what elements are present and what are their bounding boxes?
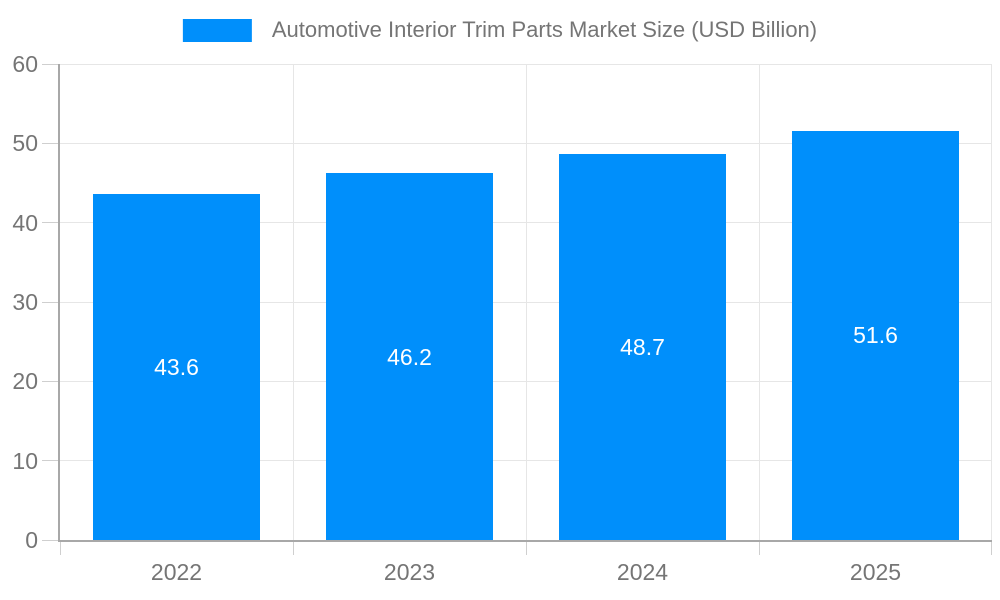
plot-area: 0 10 20 30 40 50 60 43.6 2022 46.2 2023 48.7 2024 51.… [12, 51, 992, 585]
x-axis-line [58, 540, 992, 542]
x-axis-tick [525, 542, 527, 555]
y-axis-line [58, 64, 60, 542]
bar-2022[interactable]: 43.6 [93, 194, 260, 540]
bar-value-label: 43.6 [154, 354, 199, 381]
y-axis-tick-label: 50 [12, 130, 38, 157]
x-axis-tick [59, 542, 61, 555]
x-axis-tick [758, 542, 760, 555]
bar-value-label: 51.6 [853, 322, 898, 349]
bar-value-label: 46.2 [387, 343, 432, 370]
v-gridline [293, 64, 294, 540]
y-axis-tick-label: 0 [25, 527, 38, 553]
v-gridline [991, 64, 992, 540]
x-axis-label: 2025 [849, 559, 902, 585]
x-axis-tick [990, 542, 992, 555]
v-gridline [526, 64, 527, 540]
y-axis-tick-label: 60 [12, 51, 38, 77]
bar-value-label: 48.7 [620, 333, 665, 360]
x-axis-label: 2023 [383, 559, 436, 585]
y-axis-tick [42, 380, 58, 382]
v-gridline [759, 64, 760, 540]
y-axis-tick [42, 222, 58, 224]
bar-2025[interactable]: 51.6 [792, 130, 959, 540]
y-axis-tick-label: 30 [12, 289, 38, 315]
y-axis-tick [42, 539, 58, 541]
bar-2023[interactable]: 46.2 [326, 173, 493, 540]
y-axis-tick-label: 40 [12, 209, 38, 236]
y-axis-tick [42, 301, 58, 303]
y-axis-tick [42, 63, 58, 65]
x-axis-label: 2022 [150, 559, 203, 585]
x-axis-label: 2024 [616, 559, 669, 585]
y-axis-tick [42, 142, 58, 144]
y-axis-tick-label: 10 [12, 447, 38, 474]
bar-2024[interactable]: 48.7 [559, 153, 726, 540]
y-axis-tick [42, 460, 58, 462]
x-axis-tick [292, 542, 294, 555]
legend-item[interactable]: Automotive Interior Trim Parts Market Si… [182, 17, 818, 42]
legend-swatch-icon [182, 18, 252, 42]
legend-label: Automotive Interior Trim Parts Market Si… [271, 17, 818, 42]
y-axis-tick-label: 20 [12, 368, 38, 395]
